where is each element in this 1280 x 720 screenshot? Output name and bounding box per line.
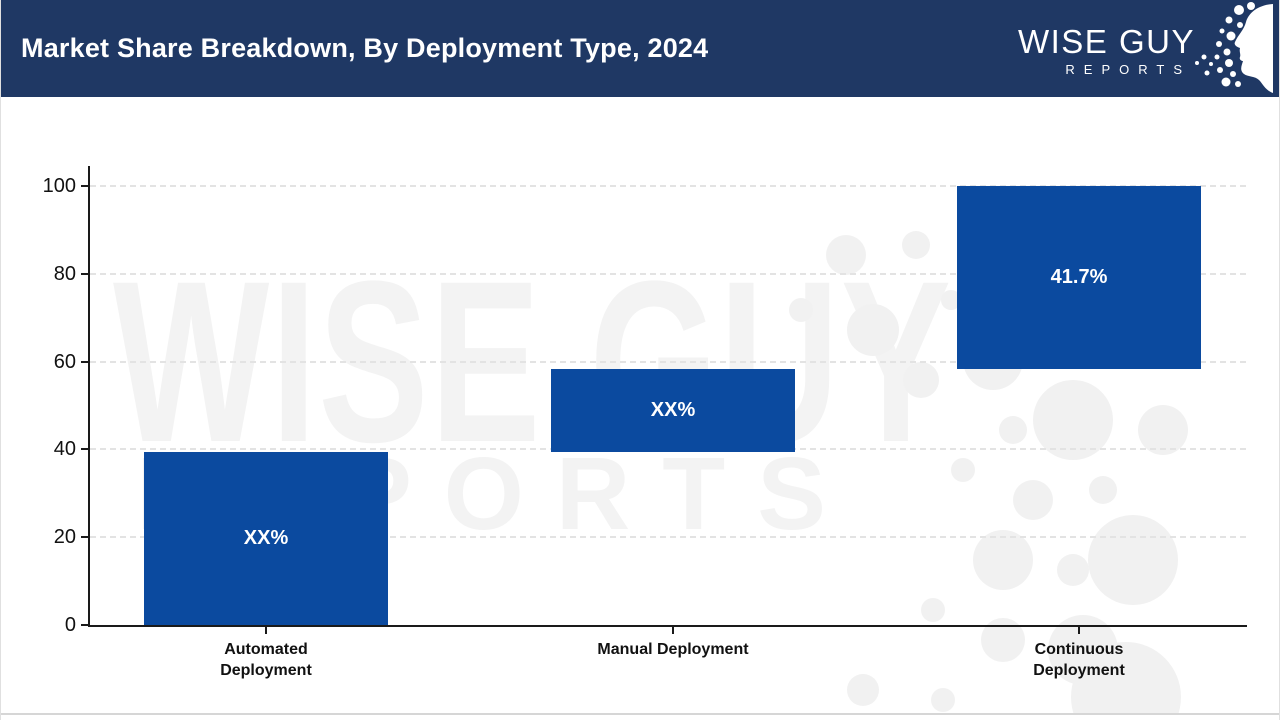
x-tick-mark — [265, 627, 267, 634]
y-tick-label: 0 — [64, 614, 76, 636]
y-tick-mark — [81, 536, 88, 539]
gridline-20 — [90, 536, 1246, 539]
y-tick-mark — [81, 272, 88, 275]
header-band: Market Share Breakdown, By Deployment Ty… — [1, 0, 1279, 97]
x-category-label: Continuous Deployment — [1033, 641, 1125, 679]
y-tick-label: 60 — [53, 350, 76, 373]
x-axis-line — [88, 625, 1247, 627]
bar-value-label: XX% — [650, 398, 696, 421]
bar-automated-deployment: XX% — [144, 451, 388, 625]
y-tick-label: 80 — [53, 262, 76, 285]
y-tick-label: 100 — [42, 174, 76, 197]
y-tick-label: 20 — [53, 526, 76, 549]
bottom-divider — [1, 713, 1279, 715]
bar-continuous-deployment: 41.7% — [957, 185, 1201, 369]
y-tick-mark — [81, 360, 88, 363]
x-category-label: Automated Deployment — [220, 641, 312, 679]
chart-title: Market Share Breakdown, By Deployment Ty… — [21, 33, 709, 63]
x-category-label: Manual Deployment — [597, 641, 749, 658]
bar-manual-deployment: XX% — [551, 368, 795, 452]
x-tick-mark — [672, 627, 674, 634]
bar-value-label: 41.7% — [1050, 265, 1108, 288]
logo-wordmark: WISE GUY — [1017, 23, 1195, 60]
plot-area: 0 20 40 60 80 100 XX% XX% 41.7% Automated Deplo… — [43, 166, 1247, 679]
y-tick-label: 40 — [53, 438, 76, 461]
gridline-60 — [90, 360, 1246, 363]
dotted-face-icon — [1195, 2, 1273, 93]
y-tick-mark — [81, 624, 88, 626]
y-axis-line — [88, 166, 90, 627]
y-tick-mark — [81, 184, 88, 187]
logo-subtitle: REPORTS — [1065, 62, 1191, 77]
bar-value-label: XX% — [243, 526, 289, 549]
wise-guy-reports-logo: WISE GUY REPORTS — [1013, 0, 1273, 97]
gridline-80 — [90, 272, 1246, 275]
x-tick-mark — [1078, 627, 1080, 634]
gridline-100 — [90, 184, 1246, 187]
y-tick-mark — [81, 448, 88, 451]
